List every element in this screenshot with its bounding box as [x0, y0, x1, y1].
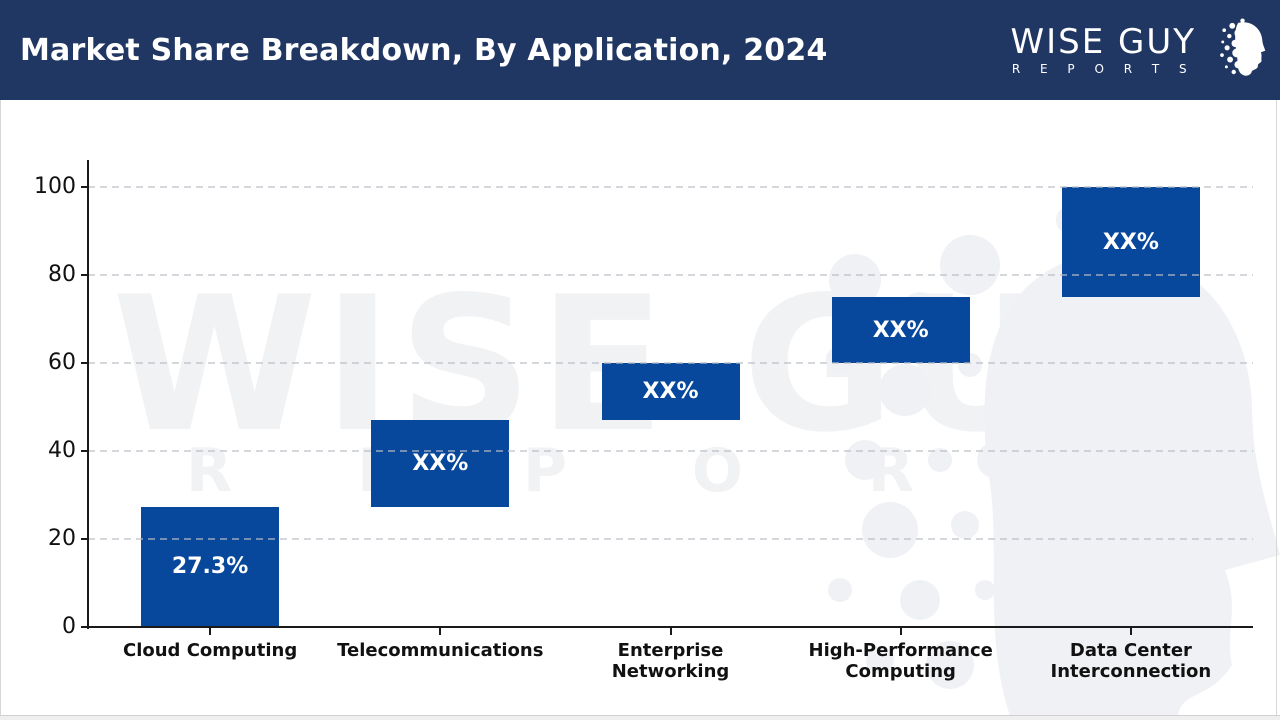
y-tick-20 [81, 538, 88, 540]
y-tick-0 [81, 626, 88, 628]
bar-value-label-cloud-computing: 27.3% [171, 554, 249, 580]
x-category-label-data-center-interconnection: Data Center Interconnection [1050, 640, 1212, 682]
y-tick-label-0: 0 [62, 614, 76, 639]
x-tick-data-center-interconnection [1129, 628, 1132, 635]
bar-cloud-computing: 27.3% [141, 506, 280, 627]
y-tick-100 [81, 186, 88, 188]
gridline-80 [88, 274, 1253, 276]
y-tick-label-40: 40 [48, 438, 76, 463]
page-title: Market Share Breakdown, By Application, … [20, 32, 828, 68]
bar-enterprise-networking: XX% [601, 363, 740, 421]
bar-high-performance-computing: XX% [831, 297, 970, 363]
brand-subname: R E P O R T S [1011, 61, 1195, 76]
y-tick-label-80: 80 [48, 262, 76, 287]
watermark-subtext: R E P O R T S [186, 436, 1080, 584]
header: Market Share Breakdown, By Application, … [0, 0, 1280, 100]
x-category-label-enterprise-networking: Enterprise Networking [611, 640, 730, 682]
y-tick-40 [81, 450, 88, 452]
gridline-20 [88, 538, 1253, 540]
bar-value-label-high-performance-computing: XX% [872, 317, 929, 343]
bar-value-label-telecommunications: XX% [412, 451, 469, 477]
bar-telecommunications: XX% [371, 420, 510, 507]
gridline-40 [88, 450, 1253, 452]
x-category-label-telecommunications: Telecommunications [337, 640, 544, 661]
x-axis-line [86, 626, 1253, 628]
frame-left-border [0, 100, 1, 716]
bar-data-center-interconnection: XX% [1061, 187, 1200, 297]
y-tick-label-20: 20 [48, 526, 76, 551]
y-tick-label-100: 100 [34, 174, 76, 199]
x-tick-telecommunications [439, 628, 442, 635]
gridline-60 [88, 362, 1253, 364]
gridline-100 [88, 186, 1253, 188]
x-category-label-high-performance-computing: High-Performance Computing [808, 640, 993, 682]
y-tick-80 [81, 274, 88, 276]
x-tick-enterprise-networking [669, 628, 672, 635]
bar-value-label-data-center-interconnection: XX% [1102, 229, 1159, 255]
footer-strip [0, 715, 1280, 720]
y-tick-label-60: 60 [48, 350, 76, 375]
brand-name: WISE GUY [1010, 21, 1196, 62]
x-category-label-cloud-computing: Cloud Computing [122, 640, 298, 661]
bar-value-label-enterprise-networking: XX% [642, 379, 699, 405]
y-tick-60 [81, 362, 88, 364]
watermark-face-icon [826, 206, 1280, 716]
x-tick-cloud-computing [209, 628, 212, 635]
y-axis-line [87, 160, 89, 629]
brand-face-icon [1220, 18, 1266, 76]
x-tick-high-performance-computing [899, 628, 902, 635]
brand-logo: WISE GUY R E P O R T S [1010, 8, 1266, 92]
frame-right-border [1276, 100, 1277, 716]
brand-logo-text: WISE GUY R E P O R T S [1010, 25, 1196, 76]
